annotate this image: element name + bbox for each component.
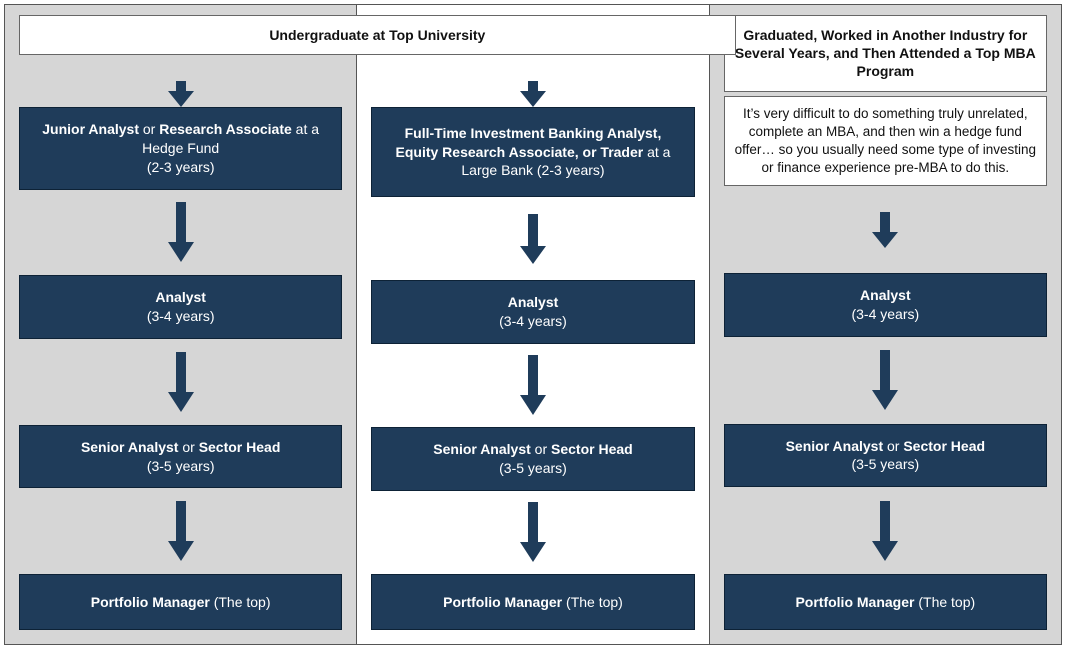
arrow-down-icon <box>516 214 550 264</box>
node-c2-entry: Full-Time Investment Banking Analyst, Eq… <box>371 107 694 197</box>
t: Portfolio Manager <box>443 594 562 610</box>
line: Portfolio Manager (The top) <box>735 593 1036 612</box>
t: Senior Analyst <box>786 438 884 454</box>
node-c1-entry-line1: Junior Analyst or Research Associate at … <box>30 120 331 158</box>
arrow-down-icon <box>164 352 198 412</box>
line: Full-Time Investment Banking Analyst, Eq… <box>382 124 683 181</box>
line: Portfolio Manager (The top) <box>30 593 331 612</box>
line: Senior Analyst or Sector Head <box>382 440 683 459</box>
arrow-down-icon <box>868 350 902 410</box>
arrow-down-icon <box>164 501 198 561</box>
arrow-down-icon <box>516 81 550 107</box>
t: (3-4 years) <box>382 312 683 331</box>
note-c3: It’s very difficult to do something trul… <box>724 96 1047 187</box>
t: or <box>139 121 159 137</box>
arrow-down-icon <box>516 355 550 415</box>
arrow-down-icon <box>868 212 902 248</box>
t: Analyst <box>382 293 683 312</box>
node-c2-senior: Senior Analyst or Sector Head (3-5 years… <box>371 427 694 491</box>
flowchart-container: Undergraduate at Top University Junior A… <box>4 4 1062 645</box>
t: Analyst <box>735 286 1036 305</box>
t: (3-5 years) <box>382 459 683 478</box>
arrow-c2-2 <box>371 344 694 427</box>
arrow-c2-0 <box>371 81 694 107</box>
t: (The top) <box>562 594 623 610</box>
arrow-c3-2 <box>724 337 1047 424</box>
t: Sector Head <box>199 439 281 455</box>
arrow-c1-0 <box>19 81 342 107</box>
t: Senior Analyst <box>81 439 179 455</box>
column-2: Full-Time Investment Banking Analyst, Eq… <box>357 5 709 644</box>
node-c2-analyst: Analyst (3-4 years) <box>371 280 694 344</box>
t: Portfolio Manager <box>91 594 210 610</box>
line: Senior Analyst or Sector Head <box>735 437 1036 456</box>
node-c3-senior: Senior Analyst or Sector Head (3-5 years… <box>724 424 1047 488</box>
t: Portfolio Manager <box>795 594 914 610</box>
arrow-c3-3 <box>724 487 1047 574</box>
t: Full-Time Investment Banking Analyst, Eq… <box>396 125 662 160</box>
t: or <box>531 441 551 457</box>
t: (2-3 years) <box>537 162 605 178</box>
line: Portfolio Manager (The top) <box>382 593 683 612</box>
node-c1-entry: Junior Analyst or Research Associate at … <box>19 107 342 190</box>
t: (3-5 years) <box>735 455 1036 474</box>
arrow-down-icon <box>164 81 198 107</box>
arrow-down-icon <box>516 502 550 562</box>
header-undergrad: Undergraduate at Top University <box>19 15 736 55</box>
header-undergrad-text: Undergraduate at Top University <box>269 27 485 43</box>
node-c2-pm: Portfolio Manager (The top) <box>371 574 694 630</box>
t: (3-4 years) <box>30 307 331 326</box>
node-c3-analyst: Analyst (3-4 years) <box>724 273 1047 337</box>
column-3: Graduated, Worked in Another Industry fo… <box>710 5 1061 644</box>
line: Senior Analyst or Sector Head <box>30 438 331 457</box>
t: (The top) <box>210 594 271 610</box>
t: Sector Head <box>903 438 985 454</box>
t: or <box>178 439 198 455</box>
arrow-c2-3 <box>371 491 694 574</box>
arrow-c2-1 <box>371 197 694 280</box>
arrow-c1-1 <box>19 190 342 276</box>
note-c3-text: It’s very difficult to do something trul… <box>735 106 1036 176</box>
arrow-c1-3 <box>19 488 342 574</box>
node-c1-entry-years: (2-3 years) <box>30 158 331 177</box>
t: (3-4 years) <box>735 305 1036 324</box>
header-mba-text: Graduated, Worked in Another Industry fo… <box>735 27 1036 79</box>
column-1: Undergraduate at Top University Junior A… <box>5 5 357 644</box>
arrow-c1-2 <box>19 339 342 425</box>
arrow-c3-1 <box>724 186 1047 273</box>
t: Junior Analyst <box>42 121 139 137</box>
node-c3-pm: Portfolio Manager (The top) <box>724 574 1047 630</box>
arrow-down-icon <box>164 202 198 262</box>
t: (The top) <box>914 594 975 610</box>
node-c1-senior: Senior Analyst or Sector Head (3-5 years… <box>19 425 342 489</box>
t: Analyst <box>30 288 331 307</box>
node-c1-analyst: Analyst (3-4 years) <box>19 275 342 339</box>
t: Sector Head <box>551 441 633 457</box>
t: Senior Analyst <box>433 441 531 457</box>
t: (3-5 years) <box>30 457 331 476</box>
header-mba: Graduated, Worked in Another Industry fo… <box>724 15 1047 92</box>
t: or <box>883 438 903 454</box>
node-c1-pm: Portfolio Manager (The top) <box>19 574 342 630</box>
t: Research Associate <box>159 121 292 137</box>
arrow-down-icon <box>868 501 902 561</box>
